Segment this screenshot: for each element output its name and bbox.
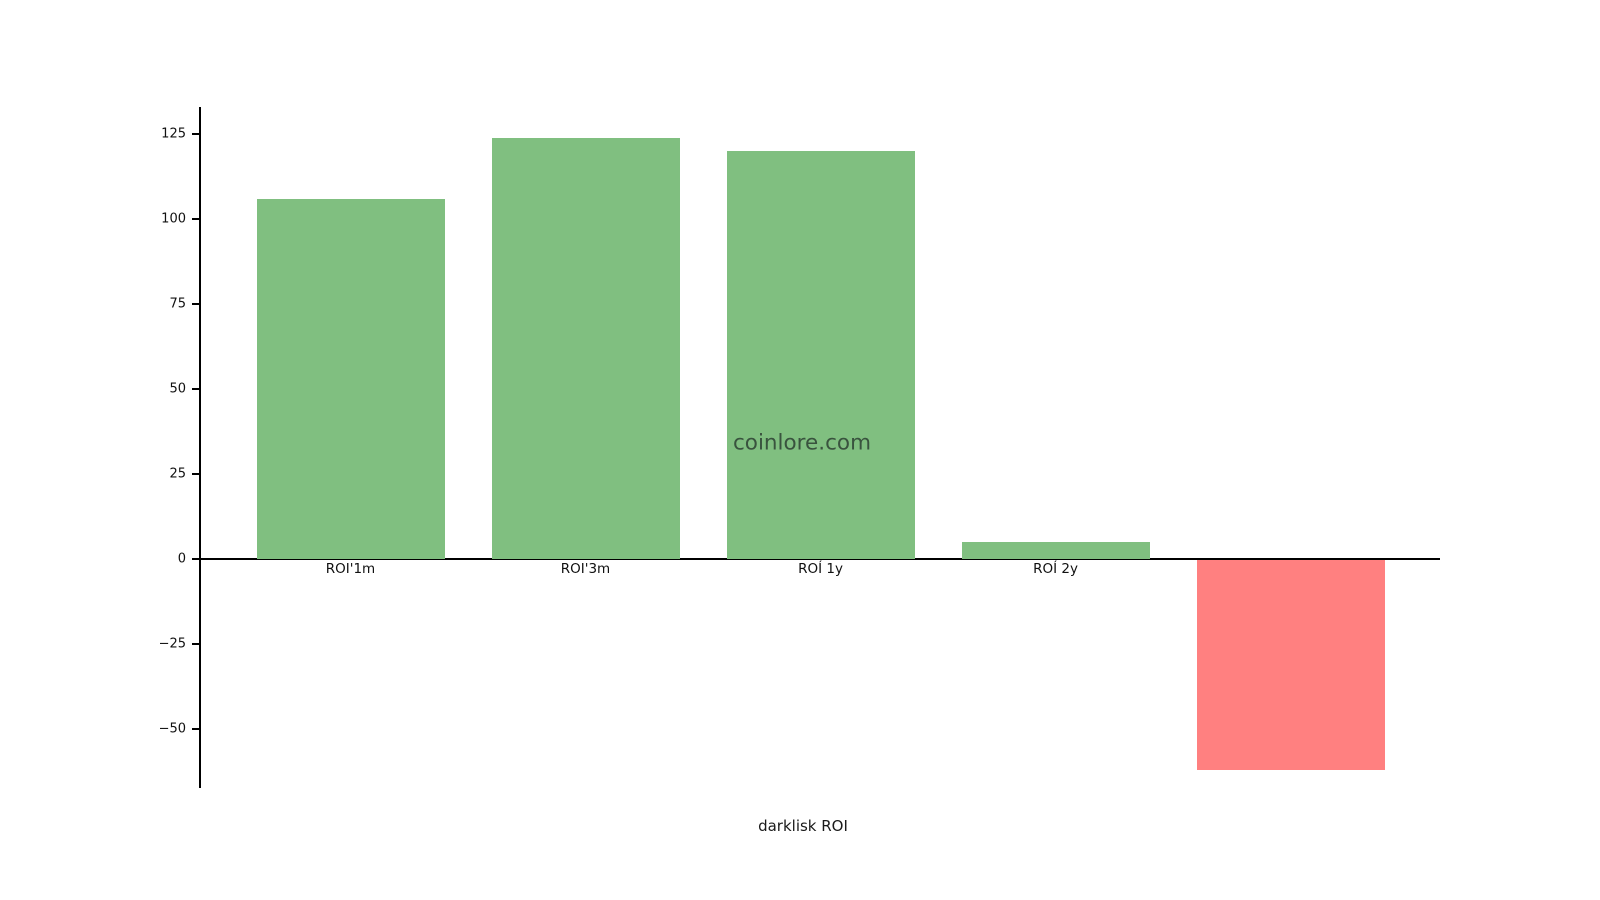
x-axis-zero-line (200, 558, 1440, 560)
bar-negative-4 (1196, 559, 1385, 771)
x-category-label: ROI'1m (325, 560, 376, 577)
y-tick-label: −25 (158, 636, 186, 652)
x-category-label: ROÍ 1y (798, 560, 843, 577)
y-tick-mark (192, 133, 200, 136)
y-tick-label: 0 (177, 551, 186, 567)
y-tick-label: 125 (161, 126, 186, 142)
y-tick-label: 75 (169, 296, 186, 312)
x-category-label: ROI'3m (560, 560, 611, 577)
bar-roi-1m (256, 198, 445, 559)
y-tick-label: 25 (169, 466, 186, 482)
x-category-label: ROÍ 2y (1033, 560, 1078, 577)
y-tick-mark (192, 642, 200, 645)
y-tick-mark (192, 557, 200, 560)
y-axis-line (199, 107, 201, 788)
bar-ro-2y (961, 541, 1150, 559)
y-tick-mark (192, 727, 200, 730)
y-tick-mark (192, 387, 200, 390)
y-tick-label: 50 (169, 381, 186, 397)
y-tick-mark (192, 218, 200, 221)
bar-ro-1y (726, 151, 915, 559)
y-tick-label: 100 (161, 211, 186, 227)
chart-title: darklisk ROI (758, 817, 848, 835)
watermark-text: coinlore.com (732, 430, 872, 456)
y-tick-label: −50 (158, 721, 186, 737)
y-tick-mark (192, 302, 200, 305)
y-tick-mark (192, 472, 200, 475)
bar-roi-3m (491, 137, 680, 559)
